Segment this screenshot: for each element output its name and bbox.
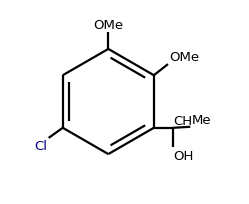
- Text: OH: OH: [174, 149, 194, 162]
- Text: Me: Me: [191, 113, 211, 126]
- Text: CH: CH: [174, 114, 193, 127]
- Text: OMe: OMe: [93, 19, 124, 32]
- Text: Cl: Cl: [34, 139, 47, 152]
- Text: OMe: OMe: [169, 51, 199, 64]
